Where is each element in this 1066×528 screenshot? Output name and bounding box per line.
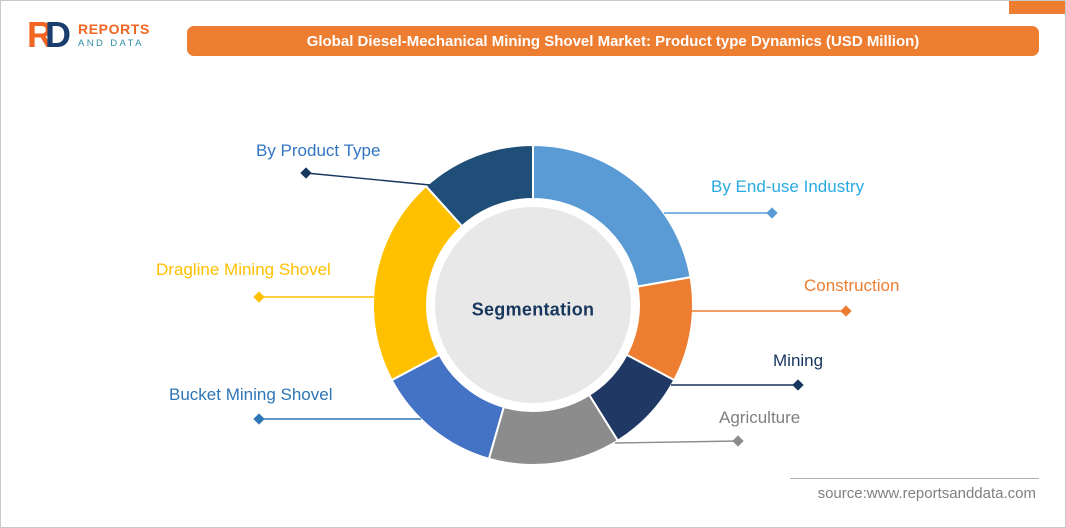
logo-mark: RD [27,17,71,53]
logo-letter-d: D [45,14,71,55]
callout-diamond-dragline-mining-shovel [253,291,265,303]
corner-accent-bar [1009,1,1065,14]
callout-label-construction: Construction [804,276,900,295]
callout-label-dragline-mining-shovel: Dragline Mining Shovel [156,260,331,279]
page-title: Global Diesel-Mechanical Mining Shovel M… [306,32,920,50]
donut-segment-by-product-type [424,143,534,228]
callout-diamond-construction [840,305,852,317]
logo-and-data-text: AND DATA [78,37,144,49]
logo-reports-text: REPORTS [78,20,150,37]
callout-diamond-agriculture [732,435,744,447]
callout-diamond-mining [792,379,804,391]
reports-and-data-logo: RD REPORTS AND DATA [27,17,150,53]
donut-center-label: Segmentation [471,299,595,320]
footer-divider [790,478,1039,479]
callout-label-by-end-use-industry: By End-use Industry [711,177,865,196]
callout-diamond-by-end-use-industry [766,207,778,219]
callout-line-agriculture [614,440,739,444]
callout-line-by-product-type [305,172,431,186]
logo-letter-r: R [27,14,53,55]
source-link[interactable]: source:www.reportsanddata.com [817,485,1036,502]
callout-diamond-by-product-type [300,167,312,179]
donut-center-disc [435,207,631,403]
callout-diamond-bucket-mining-shovel [253,413,265,425]
callout-label-agriculture: Agriculture [719,408,801,427]
callout-label-mining: Mining [773,351,824,370]
callout-label-by-product-type: By Product Type [256,141,381,160]
logo-text: REPORTS AND DATA [78,21,150,49]
title-banner: Global Diesel-Mechanical Mining Shovel M… [187,26,1039,56]
callout-label-bucket-mining-shovel: Bucket Mining Shovel [169,385,333,404]
